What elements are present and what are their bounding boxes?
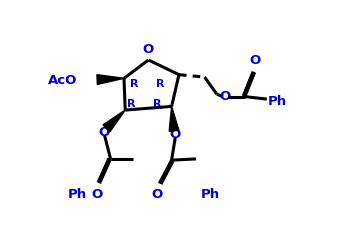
Polygon shape [169, 106, 179, 131]
Text: O: O [220, 90, 231, 103]
Text: R: R [153, 100, 161, 109]
Text: AcO: AcO [48, 74, 78, 87]
Polygon shape [103, 110, 125, 132]
Text: O: O [250, 54, 261, 67]
Text: R: R [130, 80, 138, 89]
Text: O: O [99, 125, 110, 139]
Text: O: O [142, 42, 154, 56]
Text: Ph: Ph [68, 188, 87, 201]
Text: O: O [170, 128, 181, 141]
Text: R: R [127, 99, 136, 109]
Text: Ph: Ph [201, 188, 220, 201]
Polygon shape [97, 75, 124, 84]
Text: O: O [152, 188, 163, 201]
Text: O: O [91, 188, 103, 201]
Text: R: R [156, 80, 165, 89]
Text: Ph: Ph [268, 95, 287, 108]
